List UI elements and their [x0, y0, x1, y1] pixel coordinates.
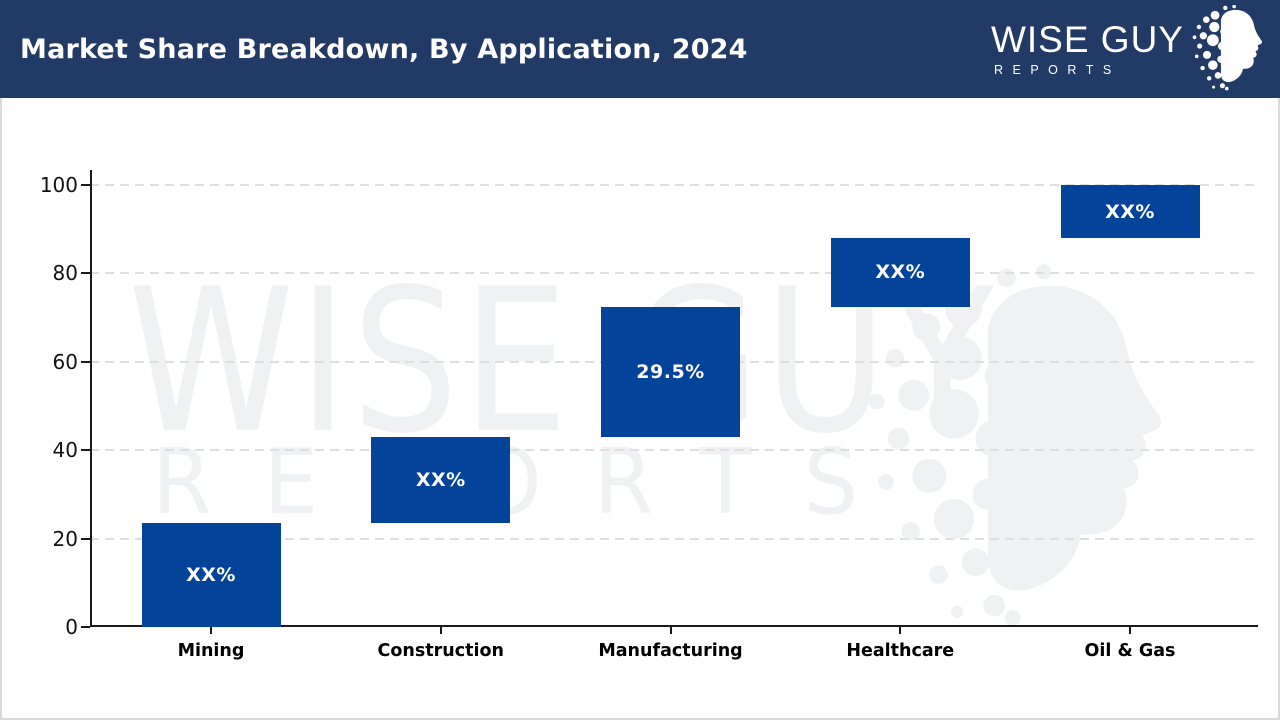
wiseguy-head-icon [1188, 5, 1270, 93]
bar-value-label: XX% [186, 564, 236, 587]
logo-subtitle: REPORTS [993, 62, 1121, 77]
gridline-80 [90, 272, 1258, 275]
chart-canvas: WISE GUY REPORTS 0 20 40 60 80 100 XX% Mining XX… [0, 98, 1280, 720]
x-label-construction: Construction [377, 641, 504, 661]
bar-value-label: XX% [1105, 200, 1155, 223]
x-axis-tick-mark [899, 627, 902, 634]
x-axis-tick-mark [439, 627, 442, 634]
y-axis-tick-label: 60 [52, 349, 78, 374]
bar-manufacturing: 29.5% [601, 306, 740, 437]
bar-mining: XX% [141, 523, 281, 627]
logo-wordmark: WISE GUY [990, 19, 1184, 61]
y-axis-tick-label: 80 [52, 261, 78, 286]
y-axis-tick-mark [81, 449, 90, 452]
y-axis-tick-mark [81, 360, 90, 363]
gridline-100 [90, 184, 1258, 186]
bar-value-label: XX% [875, 261, 926, 284]
wiseguy-logo: WISE GUY REPORTS [991, 5, 1280, 93]
y-axis-tick-label: 100 [39, 173, 78, 197]
x-axis-tick-mark [669, 627, 672, 634]
plot-area [90, 170, 1258, 627]
x-axis-tick-mark [1129, 627, 1131, 634]
x-label-healthcare: Healthcare [846, 641, 955, 661]
bar-value-label: 29.5% [636, 360, 705, 383]
x-label-oil-gas: Oil & Gas [1084, 641, 1176, 661]
bar-value-label: XX% [415, 469, 466, 492]
y-axis-tick-label: 40 [52, 438, 78, 463]
y-axis-tick-mark [81, 537, 90, 540]
x-label-manufacturing: Manufacturing [598, 641, 743, 661]
x-label-mining: Mining [177, 641, 245, 661]
y-axis-tick-mark [81, 272, 90, 275]
y-axis-tick-label: 0 [65, 615, 78, 639]
bar-oil-gas: XX% [1060, 185, 1200, 239]
bar-healthcare: XX% [830, 238, 970, 307]
y-axis-tick-label: 20 [52, 526, 78, 551]
page-title: Market Share Breakdown, By Application, … [20, 33, 748, 65]
y-axis-tick-mark [81, 184, 90, 186]
x-axis-tick-mark [210, 627, 212, 634]
bar-construction: XX% [371, 436, 511, 524]
gridline-20 [90, 537, 1258, 540]
y-axis-tick-mark [81, 626, 90, 628]
header-bar: Market Share Breakdown, By Application, … [0, 0, 1280, 98]
gridline-40 [90, 449, 1258, 452]
